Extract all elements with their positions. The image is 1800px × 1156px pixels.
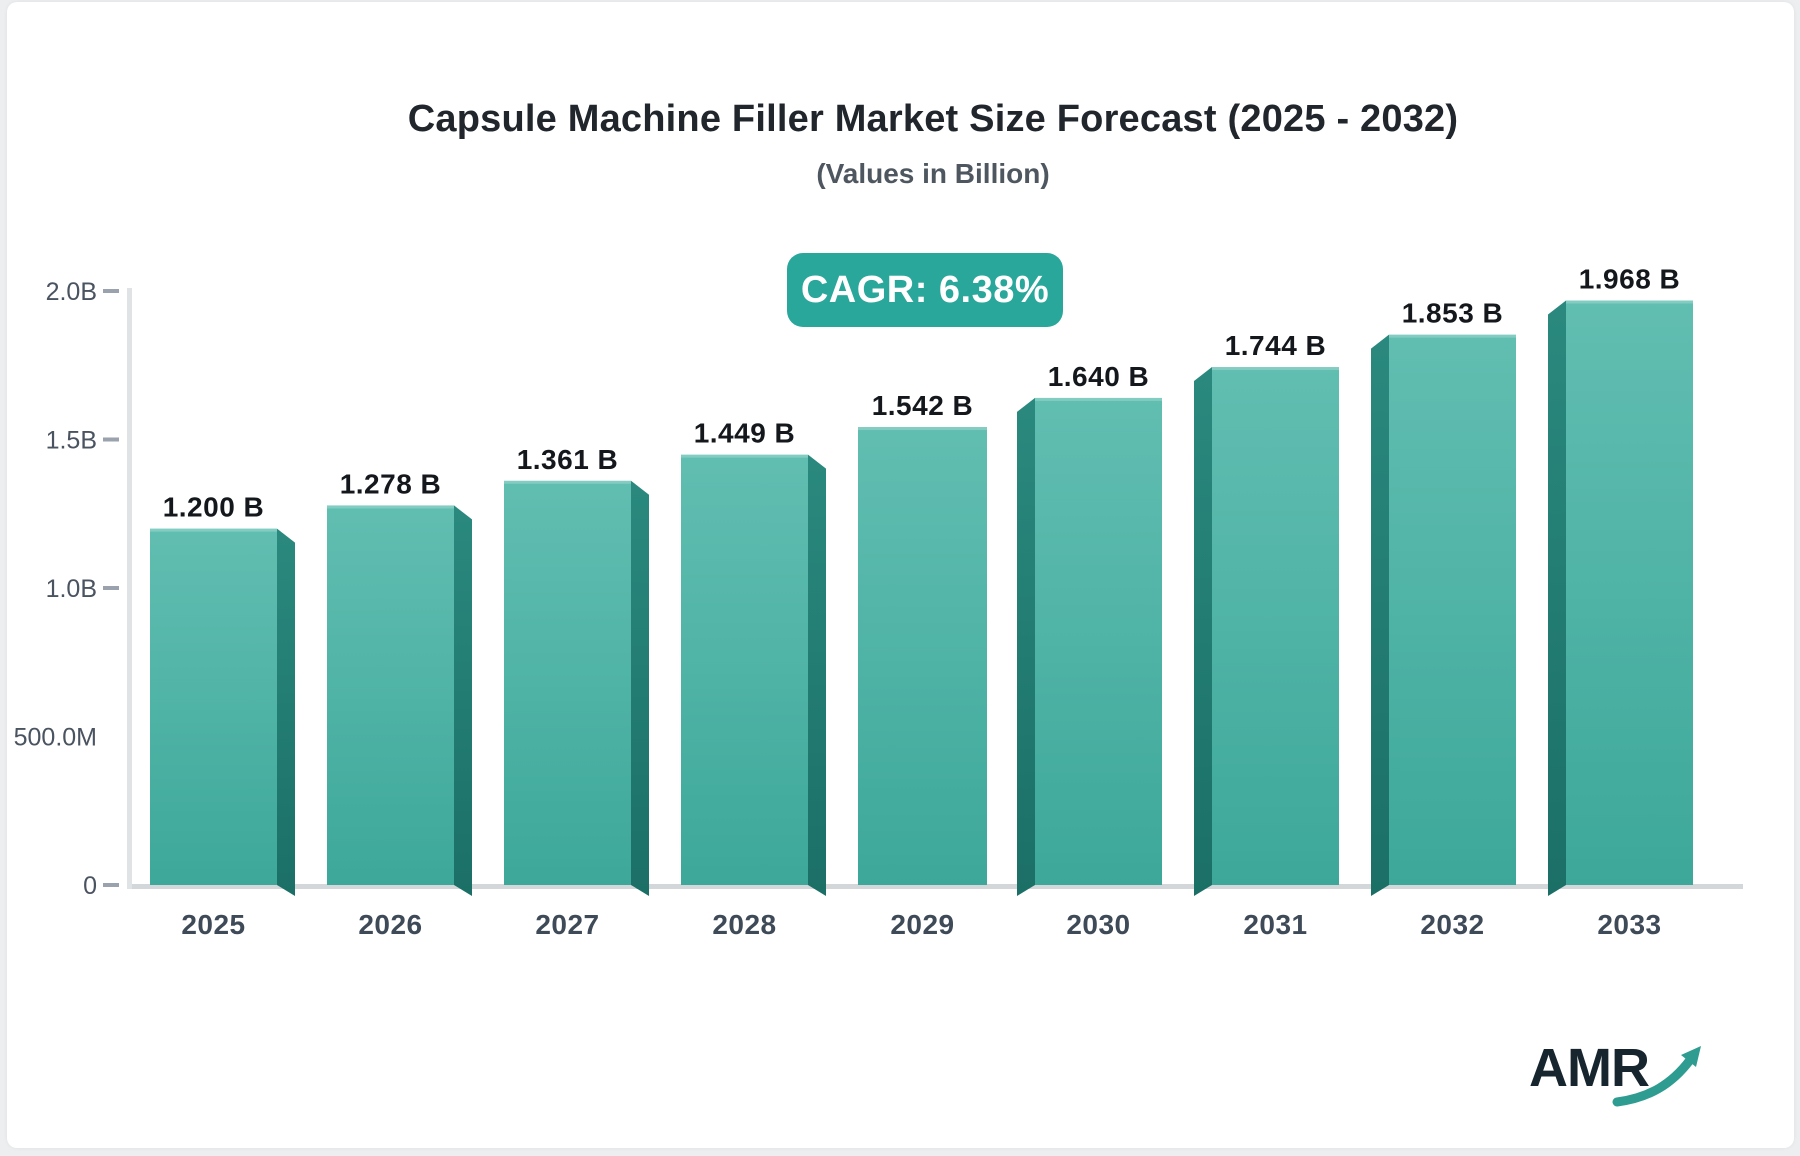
bar-top-edge — [858, 427, 987, 431]
bar-value-label: 1.200 B — [163, 492, 265, 523]
bar-value-label: 1.361 B — [517, 444, 619, 475]
page-title: Capsule Machine Filler Market Size Forec… — [407, 98, 1459, 140]
bar-side-2031 — [1194, 367, 1212, 897]
bar-top-edge — [1035, 397, 1162, 401]
x-axis-label: 2031 — [1243, 909, 1307, 940]
bar-value-label: 1.968 B — [1579, 264, 1681, 295]
y-axis-label: 2.0B — [46, 278, 97, 306]
growth-arrow-icon — [1612, 1055, 1695, 1107]
bar-2031 — [1212, 367, 1339, 886]
bar-top-edge — [504, 480, 631, 484]
bar-2030 — [1035, 397, 1162, 885]
bar-top-edge — [1389, 334, 1516, 338]
page-subtitle: (Values in Billion) — [816, 158, 1050, 189]
x-axis-label: 2032 — [1420, 909, 1484, 940]
growth-arrow-head-icon — [1681, 1046, 1701, 1067]
bar-2029 — [858, 427, 987, 885]
y-axis-label: 500.0M — [14, 724, 97, 752]
bar-top-edge — [150, 528, 277, 532]
x-axis-line — [127, 884, 1743, 889]
bar-2025 — [150, 528, 277, 885]
y-axis-tick — [103, 437, 119, 442]
bar-side-2030 — [1017, 397, 1035, 896]
bar-side-2033 — [1548, 300, 1566, 896]
chart-card: Capsule Machine Filler Market Size Forec… — [7, 2, 1794, 1148]
bar-value-label: 1.640 B — [1048, 361, 1150, 392]
bar-top-edge — [681, 454, 808, 458]
bar-top-edge — [1212, 367, 1339, 371]
x-axis-label: 2027 — [535, 909, 599, 940]
bar-2027 — [504, 480, 631, 885]
bar-value-label: 1.744 B — [1225, 330, 1327, 361]
y-axis-label: 0 — [83, 872, 97, 900]
bar-2032 — [1389, 334, 1516, 885]
bar-value-label: 1.853 B — [1402, 298, 1504, 329]
y-axis-tick — [103, 883, 119, 887]
y-axis-line — [127, 288, 132, 889]
x-axis-label: 2029 — [890, 909, 954, 940]
y-axis-label: 1.5B — [46, 427, 97, 455]
y-axis-tick — [103, 586, 119, 590]
amr-logo: AMR — [1525, 1030, 1725, 1125]
x-axis-label: 2030 — [1066, 909, 1130, 940]
cagr-badge: CAGR: 6.38% — [787, 253, 1063, 327]
bar-side-2026 — [454, 505, 472, 896]
bar-2028 — [681, 454, 808, 885]
x-axis-label: 2026 — [358, 909, 422, 940]
amr-logo-text: AMR — [1529, 1038, 1649, 1098]
x-axis-label: 2028 — [712, 909, 776, 940]
bar-top-edge — [327, 505, 454, 509]
x-axis-label: 2033 — [1597, 909, 1661, 940]
bar-value-label: 1.449 B — [694, 418, 796, 449]
bar-value-label: 1.542 B — [872, 390, 974, 421]
bar-side-2032 — [1371, 334, 1389, 896]
bar-top-edge — [1566, 300, 1693, 304]
bar-chart: 2.0B 1.5B 1.0B 500.0M 0 1.200 B 2025 1.278 B 202… — [14, 264, 1743, 940]
x-axis-label: 2025 — [181, 909, 245, 940]
bar-side-2025 — [277, 528, 295, 896]
bar-2026 — [327, 505, 454, 885]
bar-side-2028 — [808, 454, 826, 896]
bar-value-label: 1.278 B — [340, 468, 442, 499]
y-axis-label: 1.0B — [46, 575, 97, 603]
bar-2033 — [1566, 300, 1693, 885]
y-axis-tick — [103, 289, 119, 293]
bar-side-2027 — [631, 480, 649, 896]
